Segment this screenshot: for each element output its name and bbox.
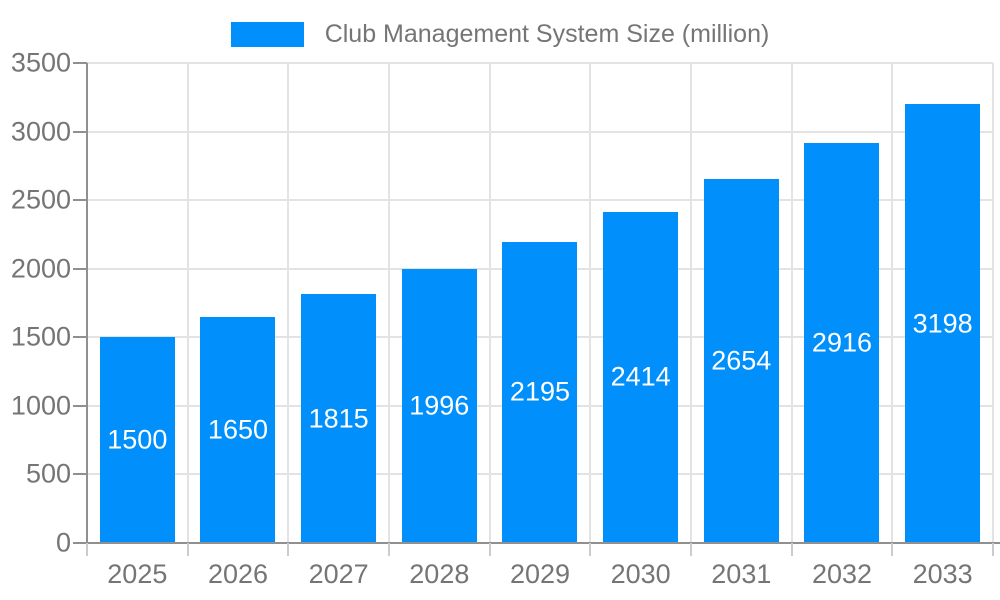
x-axis-tick-label: 2031 <box>711 559 772 589</box>
legend-item[interactable]: Club Management System Size (million) <box>0 20 1000 48</box>
bar-slot: 1500 <box>87 63 188 543</box>
gridline-vertical <box>287 63 290 543</box>
gridline-vertical <box>589 63 592 543</box>
bar-2027: 1815 <box>301 294 377 543</box>
bar-value-label: 3198 <box>912 308 973 339</box>
y-axis-line <box>86 63 88 556</box>
x-axis-tick-label: 2033 <box>912 559 973 589</box>
bar-slot: 1815 <box>288 63 389 543</box>
bar-slot: 2654 <box>691 63 792 543</box>
x-axis-tick-label: 2030 <box>610 559 671 589</box>
y-axis-tick <box>73 62 87 64</box>
x-axis-tick <box>589 543 592 556</box>
gridline-vertical <box>186 63 189 543</box>
bar-slot: 1996 <box>389 63 490 543</box>
gridline-vertical <box>387 63 390 543</box>
bar-value-label: 2414 <box>610 361 671 392</box>
y-axis-tick <box>73 473 87 476</box>
y-axis-tick <box>73 130 87 133</box>
bar-slot: 2916 <box>792 63 893 543</box>
bar-2032: 2916 <box>804 143 880 543</box>
x-axis-tick-label: 2032 <box>811 559 873 589</box>
bar-value-label: 2916 <box>811 327 873 358</box>
bar-slot: 3198 <box>892 63 993 543</box>
y-axis-tick-label: 0 <box>55 527 71 558</box>
y-axis-tick <box>73 336 87 339</box>
x-axis-tick <box>992 543 994 556</box>
y-axis-tick-label: 1000 <box>10 390 71 421</box>
bar-slot: 2195 <box>490 63 591 543</box>
gridline-vertical <box>891 63 894 543</box>
y-axis-tick-label: 500 <box>25 458 71 489</box>
bar-2026: 1650 <box>200 316 276 543</box>
gridline-vertical <box>790 63 793 543</box>
bar-2025: 1500 <box>99 337 175 543</box>
bar-value-label: 2654 <box>711 345 772 376</box>
x-axis-tick-label: 2029 <box>509 559 571 589</box>
plot-area: 1500 1650 1815 1996 2195 2414 2654 2916 3198 0 50… <box>11 49 1000 589</box>
x-axis-tick-label: 2026 <box>207 559 269 589</box>
bar-2031: 2654 <box>703 179 779 543</box>
x-axis-tick <box>689 543 692 556</box>
y-axis-tick-label: 2000 <box>10 253 71 284</box>
x-axis-tick <box>790 543 793 556</box>
x-axis-tick <box>891 543 894 556</box>
bar-value-label: 1815 <box>308 403 369 434</box>
x-axis-tick <box>387 543 390 556</box>
x-axis-tick-label: 2028 <box>409 559 470 589</box>
y-axis-tick-label: 3500 <box>10 47 71 78</box>
bar-value-label: 1650 <box>207 414 269 445</box>
x-axis-line <box>78 542 1000 544</box>
gridline-vertical <box>689 63 692 543</box>
x-axis-tick <box>287 543 290 556</box>
x-axis-tick-label: 2025 <box>107 559 168 589</box>
y-axis-tick <box>73 267 87 270</box>
gridline-horizontal <box>87 62 993 64</box>
y-axis-tick-label: 1500 <box>10 321 71 352</box>
gridline-horizontal <box>87 199 993 202</box>
y-axis-tick <box>73 404 87 407</box>
bar-2033: 3198 <box>905 104 981 543</box>
bar-slot: 1650 <box>188 63 289 543</box>
gridline-horizontal <box>87 130 993 133</box>
legend-swatch <box>230 21 304 47</box>
x-axis-tick-label: 2027 <box>308 559 369 589</box>
y-axis-tick <box>73 199 87 202</box>
x-axis-tick <box>186 543 189 556</box>
bar-value-label: 1996 <box>409 390 470 421</box>
legend-label: Club Management System Size (million) <box>324 19 770 48</box>
bar-2028: 1996 <box>401 269 477 543</box>
gridline-vertical <box>992 63 994 543</box>
bar-value-label: 2195 <box>509 376 571 407</box>
bar-value-label: 1500 <box>107 424 168 455</box>
bar-2030: 2414 <box>603 211 679 543</box>
y-axis-tick <box>73 542 87 544</box>
y-axis-tick-label: 3000 <box>10 116 71 147</box>
x-axis-tick <box>86 543 88 556</box>
x-axis-tick <box>488 543 491 556</box>
gridline-vertical <box>488 63 491 543</box>
y-axis-tick-label: 2500 <box>10 184 71 215</box>
bar-slot: 2414 <box>590 63 691 543</box>
bar-2029: 2195 <box>502 241 578 543</box>
